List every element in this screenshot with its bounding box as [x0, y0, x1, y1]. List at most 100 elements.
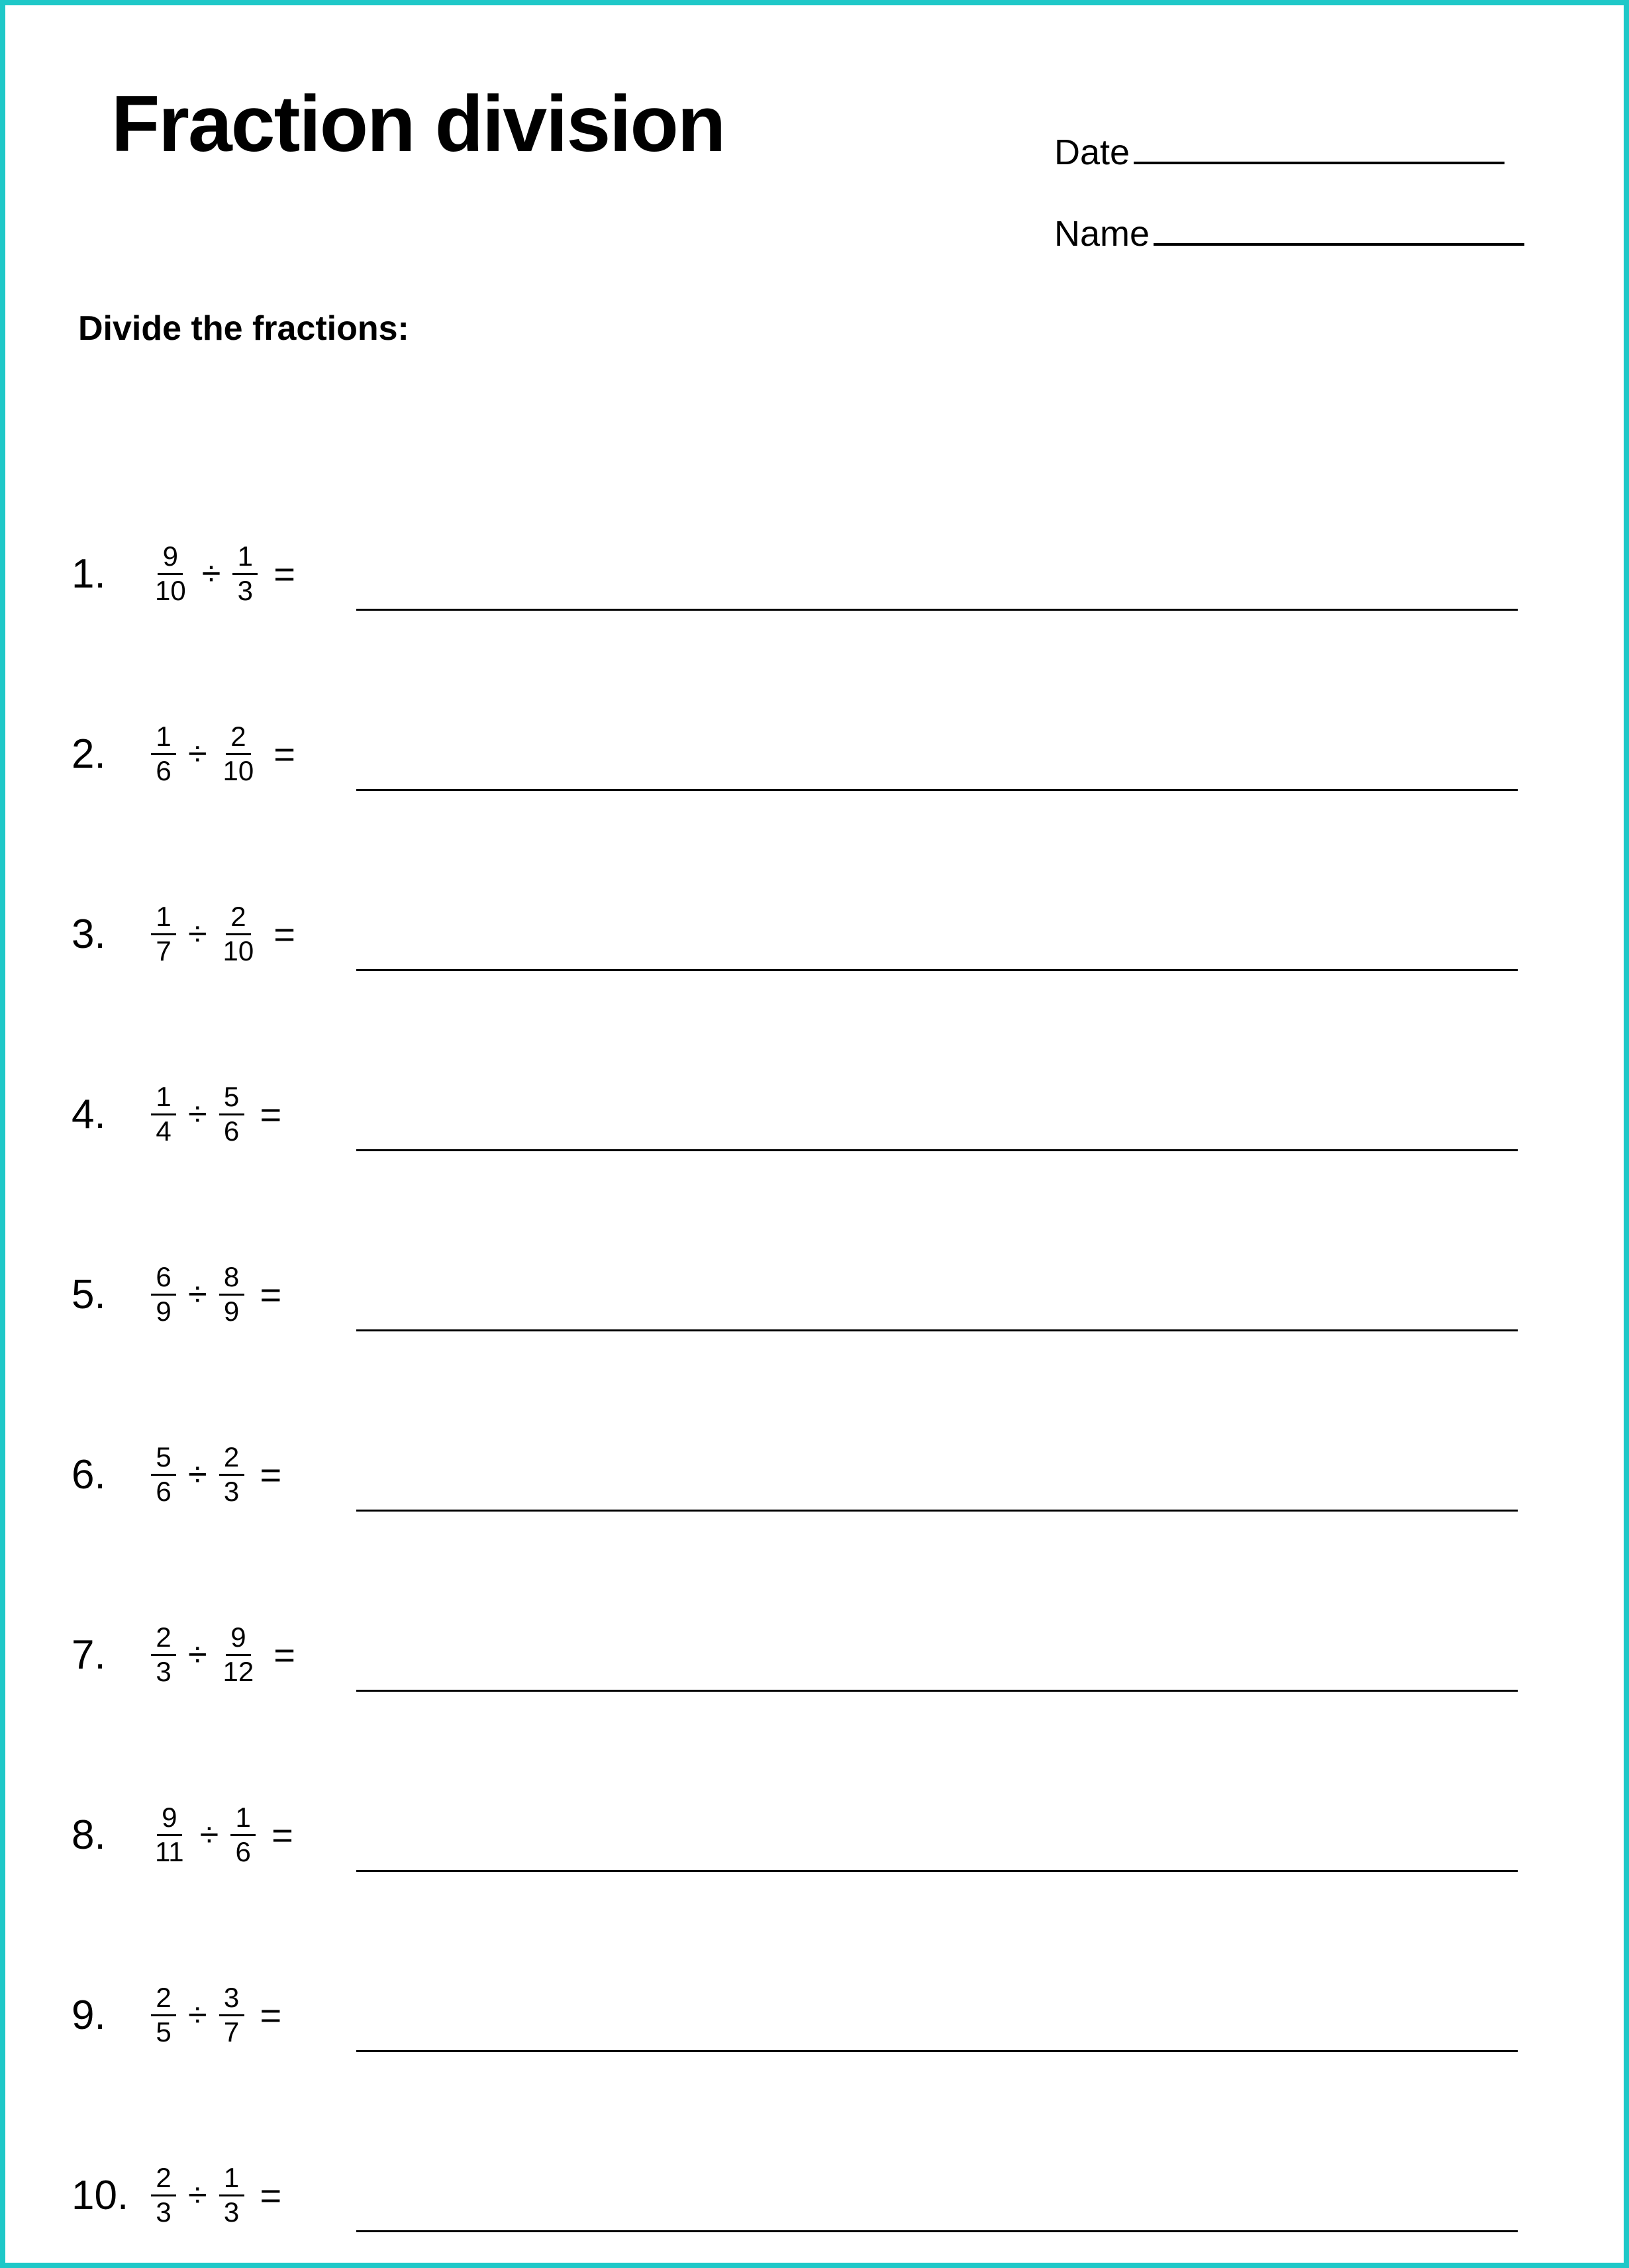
answer-line[interactable] [356, 1826, 1518, 1872]
fraction-a-denominator: 6 [151, 1476, 176, 1506]
problems-list: 1.910÷13=2.16÷210=3.17÷210=4.14÷56=5.69÷… [72, 534, 1544, 2235]
fraction-b-numerator: 2 [226, 722, 251, 754]
fraction-a-denominator: 3 [151, 1656, 176, 1686]
fraction-b-denominator: 6 [230, 1836, 256, 1867]
equals-sign: = [273, 913, 295, 956]
equals-sign: = [273, 552, 295, 595]
problem-row: 10.23÷13= [72, 2155, 1544, 2235]
fraction-b: 56 [219, 1082, 244, 1145]
fraction-b-numerator: 9 [226, 1623, 251, 1655]
problem-number: 10. [72, 2172, 151, 2219]
header-fields: Date Name [1054, 131, 1524, 294]
equals-sign: = [260, 1994, 282, 2037]
fraction-b: 912 [219, 1623, 258, 1686]
fraction-a: 69 [151, 1263, 176, 1325]
fraction-a-numerator: 2 [151, 2163, 176, 2196]
answer-line[interactable] [356, 1285, 1518, 1331]
fraction-b-denominator: 3 [219, 1476, 244, 1506]
answer-line[interactable] [356, 1465, 1518, 1512]
fraction-b-numerator: 5 [219, 1082, 244, 1115]
fraction-a-denominator: 5 [151, 2016, 176, 2047]
fraction-a-numerator: 1 [151, 722, 176, 754]
fraction-b-numerator: 1 [219, 2163, 244, 2196]
problem-number: 5. [72, 1271, 151, 1318]
divide-operator: ÷ [188, 2175, 207, 2215]
fraction-b-numerator: 8 [219, 1263, 244, 1295]
fraction-a: 56 [151, 1443, 176, 1506]
answer-line[interactable] [356, 1645, 1518, 1692]
name-label: Name [1054, 213, 1150, 254]
fraction-b: 13 [219, 2163, 244, 2226]
fraction-a-numerator: 5 [151, 1443, 176, 1475]
equals-sign: = [273, 1633, 295, 1676]
problem-number: 1. [72, 550, 151, 597]
divide-operator: ÷ [188, 1274, 207, 1314]
name-input-line[interactable] [1154, 213, 1524, 246]
problem-row: 5.69 ÷ 89 = [72, 1255, 1544, 1334]
fraction-b: 16 [230, 1803, 256, 1866]
answer-line[interactable] [356, 745, 1518, 791]
answer-line[interactable] [356, 925, 1518, 971]
equals-sign: = [260, 2174, 282, 2217]
fraction-a: 910 [151, 542, 190, 605]
fraction-b: 89 [219, 1263, 244, 1325]
answer-line[interactable] [356, 2006, 1518, 2052]
fraction-a-numerator: 9 [158, 542, 183, 574]
divide-operator: ÷ [188, 1635, 207, 1675]
fraction-b-numerator: 1 [230, 1803, 256, 1835]
name-field-row: Name [1054, 213, 1524, 254]
problem-row: 1.910 ÷ 13 = [72, 534, 1544, 613]
fraction-a-numerator: 6 [151, 1263, 176, 1295]
fraction-b: 210 [219, 902, 258, 965]
fraction-b-denominator: 12 [219, 1656, 258, 1686]
answer-line[interactable] [356, 1105, 1518, 1151]
problem-number: 4. [72, 1091, 151, 1138]
problem-expression: 69 ÷ 89 = [151, 1263, 356, 1325]
date-label: Date [1054, 132, 1130, 173]
problem-expression: 17÷210= [151, 902, 356, 965]
fraction-b-denominator: 3 [219, 2196, 244, 2227]
fraction-b-denominator: 10 [219, 935, 258, 966]
fraction-b-numerator: 2 [219, 1443, 244, 1475]
fraction-a-denominator: 11 [151, 1836, 188, 1867]
fraction-a: 14 [151, 1082, 176, 1145]
fraction-a-denominator: 6 [151, 755, 176, 786]
equals-sign: = [260, 1093, 282, 1136]
answer-line[interactable] [356, 2186, 1518, 2232]
problem-expression: 25÷37= [151, 1983, 356, 2046]
instruction-text: Divide the fractions: [78, 309, 1544, 348]
fraction-a-denominator: 10 [151, 575, 190, 605]
fraction-a: 911 [151, 1803, 188, 1866]
equals-sign: = [260, 1453, 282, 1496]
date-input-line[interactable] [1134, 131, 1505, 164]
problem-number: 9. [72, 1992, 151, 2039]
divide-operator: ÷ [188, 1995, 207, 2035]
equals-sign: = [260, 1273, 282, 1316]
fraction-a-denominator: 7 [151, 935, 176, 966]
fraction-b-numerator: 2 [226, 902, 251, 935]
fraction-b: 13 [232, 542, 258, 605]
divide-operator: ÷ [188, 734, 207, 774]
fraction-a: 23 [151, 1623, 176, 1686]
problem-number: 2. [72, 731, 151, 778]
problem-expression: 911÷16= [151, 1803, 356, 1866]
problem-expression: 16÷210= [151, 722, 356, 785]
divide-operator: ÷ [200, 1815, 219, 1855]
fraction-a-numerator: 1 [151, 902, 176, 935]
problem-number: 6. [72, 1451, 151, 1498]
problem-expression: 23÷13= [151, 2163, 356, 2226]
problem-expression: 23 ÷ 912 = [151, 1623, 356, 1686]
divide-operator: ÷ [202, 554, 221, 593]
problem-expression: 14÷56= [151, 1082, 356, 1145]
problem-row: 8.911÷16= [72, 1795, 1544, 1875]
fraction-a-denominator: 3 [151, 2196, 176, 2227]
problem-number: 7. [72, 1631, 151, 1678]
fraction-a-denominator: 4 [151, 1115, 176, 1146]
fraction-b: 37 [219, 1983, 244, 2046]
answer-line[interactable] [356, 564, 1518, 611]
fraction-b-numerator: 1 [232, 542, 258, 574]
fraction-b-denominator: 6 [219, 1115, 244, 1146]
fraction-a: 23 [151, 2163, 176, 2226]
fraction-a-numerator: 2 [151, 1623, 176, 1655]
problem-row: 4.14÷56= [72, 1074, 1544, 1154]
